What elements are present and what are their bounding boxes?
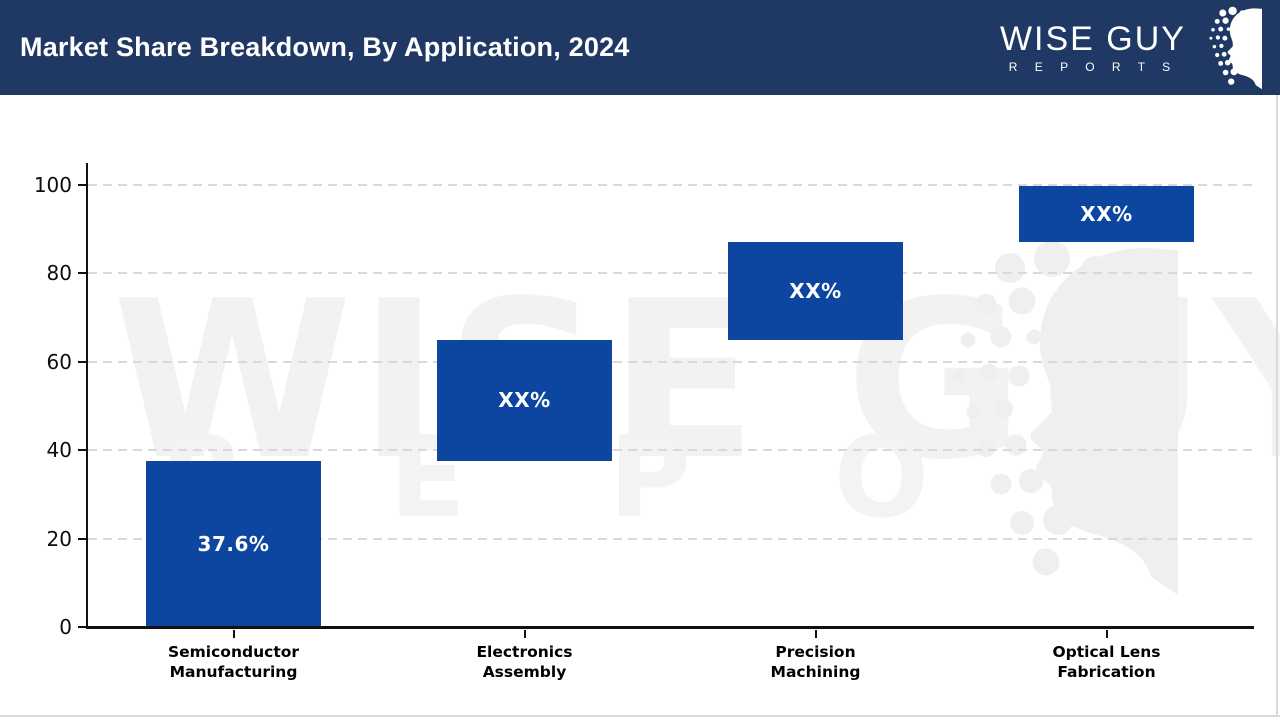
- x-axis-label: Optical Lens Fabrication: [1052, 643, 1161, 681]
- y-tick-mark: [78, 537, 86, 540]
- gridline: [88, 184, 1252, 187]
- header-bar: Market Share Breakdown, By Application, …: [0, 0, 1280, 95]
- bar-value-label: XX%: [1080, 202, 1133, 227]
- brand-logo: WISE GUY R E P O R T S: [1000, 6, 1266, 90]
- y-tick-mark: [78, 272, 86, 275]
- logo-wordmark: WISE GUY R E P O R T S: [1000, 21, 1186, 75]
- gridline: [88, 449, 1252, 452]
- x-tick-mark: [1105, 630, 1108, 638]
- x-axis-line: [86, 626, 1254, 629]
- y-tick-mark: [78, 360, 86, 363]
- gridline: [88, 272, 1252, 275]
- bar-value-label: XX%: [498, 388, 551, 413]
- x-axis-label: Precision Machining: [770, 643, 861, 681]
- logo-name-text: WISE GUY: [999, 20, 1186, 58]
- bar-value-label: 37.6%: [197, 531, 270, 556]
- plot-area: 0 20 40 60 80 100 37.6% Semiconductor Manufactu…: [34, 163, 1252, 681]
- logo-face-icon: [1209, 6, 1262, 90]
- y-tick-mark: [78, 184, 86, 187]
- bar-segment: 37.6%: [146, 460, 321, 627]
- bar-segment: XX%: [437, 339, 612, 461]
- y-tick-label: 20: [46, 526, 72, 551]
- chart-title: Market Share Breakdown, By Application, …: [20, 32, 630, 62]
- bar-segment: XX%: [1019, 186, 1194, 242]
- y-tick-label: 40: [46, 438, 72, 463]
- y-tick-label: 100: [33, 173, 72, 198]
- gridline: [88, 537, 1252, 540]
- image-border-bottom: [0, 715, 1280, 717]
- x-tick-mark: [814, 630, 817, 638]
- chart-area: WISE GUY R E P O R T S 02040608010037.6%…: [0, 95, 1280, 720]
- y-axis-line: [86, 163, 88, 629]
- y-tick-label: 0: [59, 615, 72, 639]
- image-border-right: [1276, 95, 1278, 717]
- bar-segment: XX%: [728, 241, 903, 340]
- bar-value-label: XX%: [789, 278, 842, 303]
- y-tick-label: 80: [46, 261, 72, 286]
- x-tick-mark: [523, 630, 526, 638]
- x-tick-mark: [232, 630, 235, 638]
- y-tick-mark: [78, 449, 86, 452]
- y-tick-label: 60: [46, 349, 72, 374]
- x-axis-label: Electronics Assembly: [476, 643, 573, 681]
- logo-sub-text: R E P O R T S: [1008, 60, 1178, 74]
- x-axis-label: Semiconductor Manufacturing: [167, 643, 300, 681]
- y-tick-mark: [78, 626, 86, 628]
- gridline: [88, 360, 1252, 363]
